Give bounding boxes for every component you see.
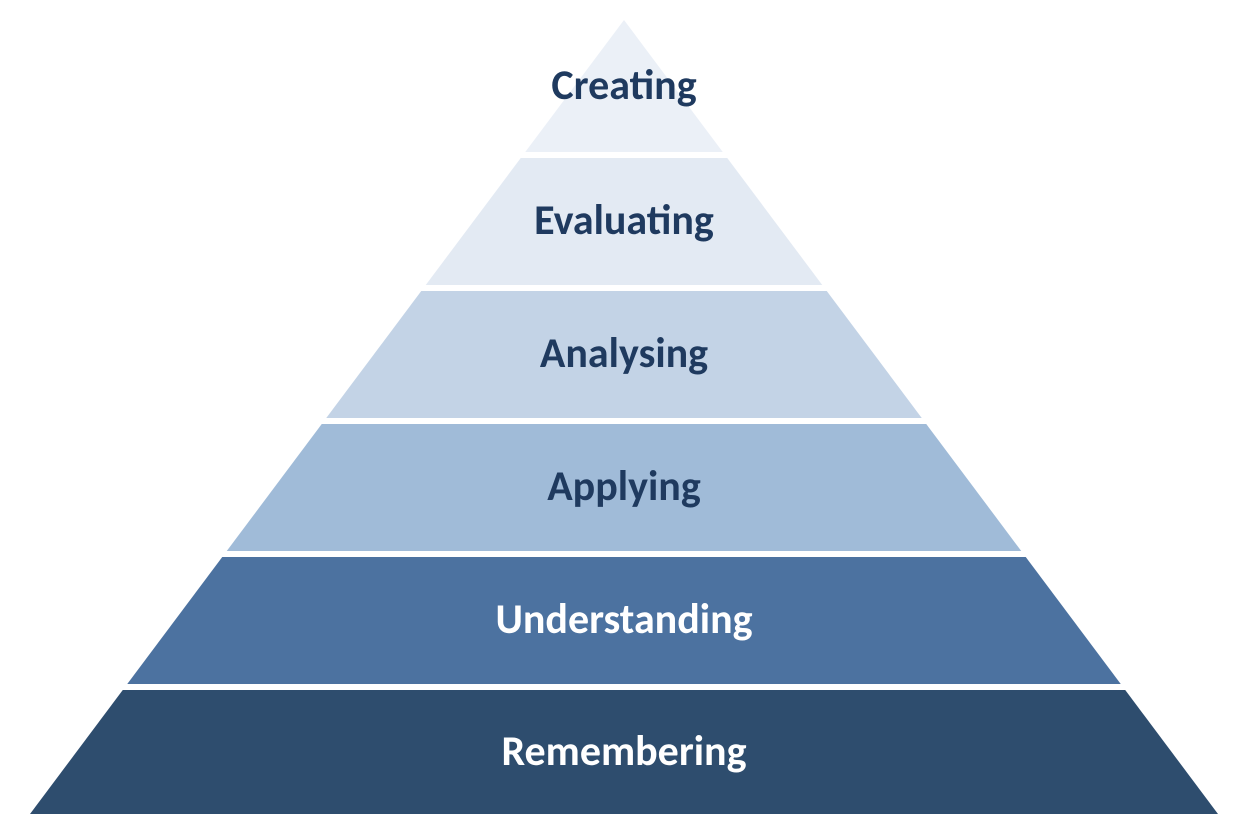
pyramid-level-label-2: Analysing <box>0 328 1248 379</box>
pyramid-svg <box>0 0 1248 828</box>
pyramid-level-label-1: Evaluating <box>0 195 1248 246</box>
pyramid-level-label-4: Understanding <box>0 594 1248 645</box>
pyramid-level-label-5: Remembering <box>0 726 1248 777</box>
pyramid-level-label-3: Applying <box>0 461 1248 512</box>
pyramid-level-label-0: Creating <box>0 60 1248 111</box>
pyramid-diagram: Creating Evaluating Analysing Applying Under… <box>0 0 1248 828</box>
